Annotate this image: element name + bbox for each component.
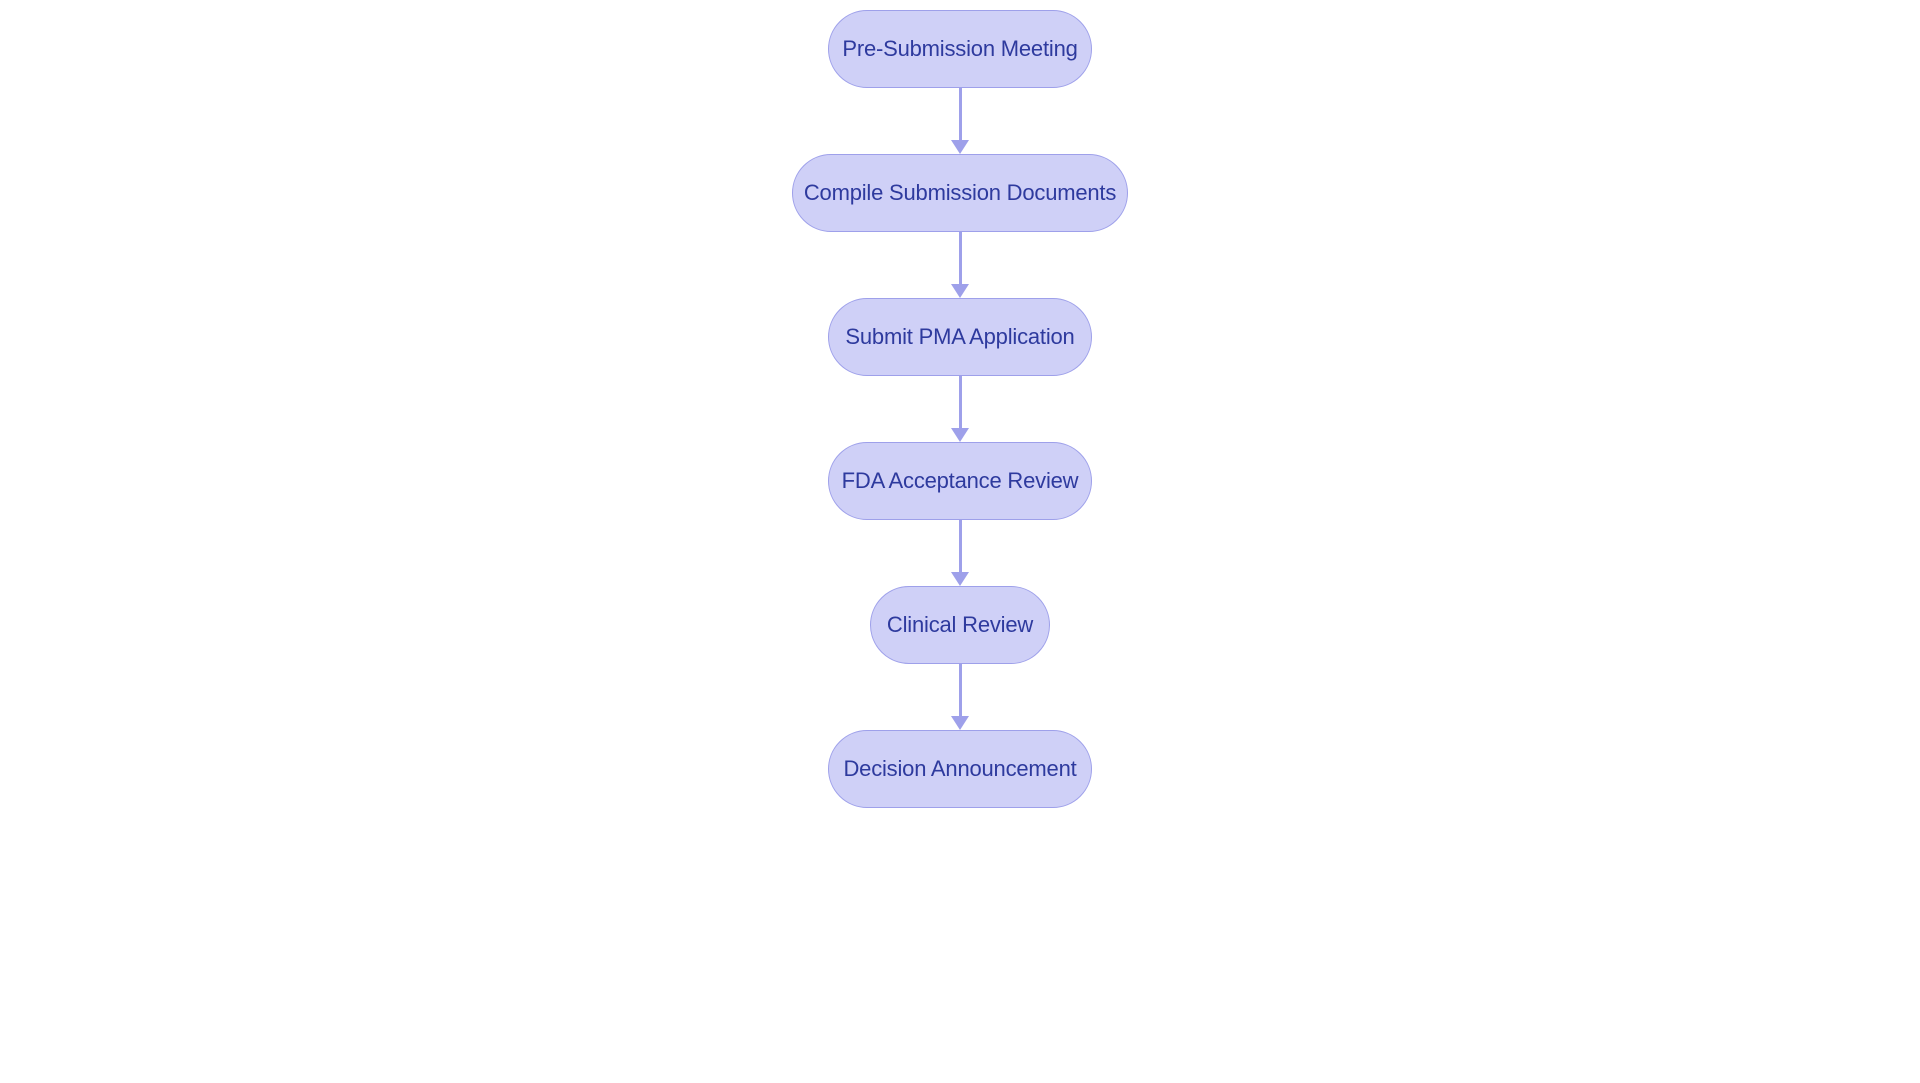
arrowhead-icon (951, 284, 969, 298)
flowchart-node: Clinical Review (870, 586, 1050, 664)
flowchart-node: Decision Announcement (828, 730, 1092, 808)
node-label: Clinical Review (887, 612, 1033, 638)
node-label: Submit PMA Application (845, 324, 1074, 350)
arrowhead-icon (951, 572, 969, 586)
flowchart-node: Compile Submission Documents (792, 154, 1128, 232)
connector-line (959, 232, 962, 284)
connector-line (959, 664, 962, 716)
flowchart-container: Pre-Submission Meeting Compile Submission… (792, 10, 1128, 808)
node-label: Pre-Submission Meeting (842, 36, 1077, 62)
arrowhead-icon (951, 716, 969, 730)
flowchart-node: Submit PMA Application (828, 298, 1092, 376)
flowchart-node: Pre-Submission Meeting (828, 10, 1092, 88)
flowchart-connector (951, 232, 969, 298)
connector-line (959, 88, 962, 140)
node-label: Decision Announcement (843, 756, 1076, 782)
flowchart-connector (951, 664, 969, 730)
arrowhead-icon (951, 140, 969, 154)
connector-line (959, 376, 962, 428)
flowchart-connector (951, 520, 969, 586)
node-label: FDA Acceptance Review (842, 468, 1079, 494)
flowchart-connector (951, 88, 969, 154)
node-label: Compile Submission Documents (804, 180, 1116, 206)
flowchart-connector (951, 376, 969, 442)
connector-line (959, 520, 962, 572)
arrowhead-icon (951, 428, 969, 442)
flowchart-node: FDA Acceptance Review (828, 442, 1092, 520)
